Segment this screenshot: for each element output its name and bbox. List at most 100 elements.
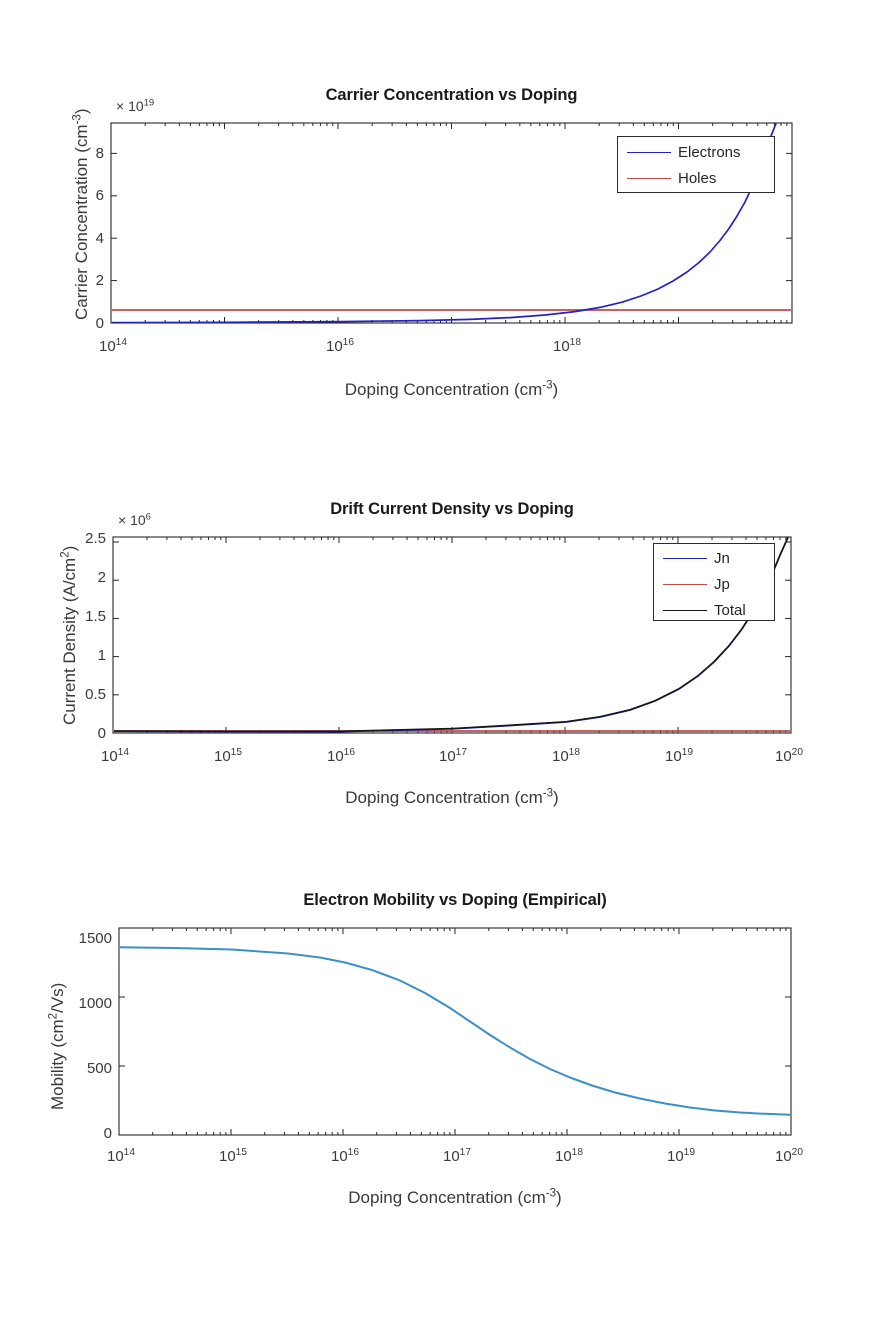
multiplier-exponent: 6 [145, 511, 151, 523]
ytick-carrier-1: 2 [95, 272, 104, 289]
legend-label-total: Total [714, 601, 746, 619]
xtick-exp: 18 [571, 1147, 584, 1158]
xtick-drift-17: 1017 [438, 747, 468, 765]
ytick-mobility-0: 0 [103, 1125, 112, 1142]
multiplier-sign: × 10 [118, 512, 146, 528]
xtick-carrier-18: 1018 [552, 337, 582, 355]
xtick-exp: 18 [569, 337, 582, 348]
legend-swatch-holes-icon [627, 177, 671, 179]
xlabel-tail: ) [552, 380, 559, 399]
xtick-exp: 20 [791, 747, 804, 758]
legend-drift-current[interactable]: Jn Jp Total [653, 543, 775, 621]
chart-title-carrier-concentration: Carrier Concentration vs Doping [325, 86, 578, 104]
ytick-drift-4: 2 [97, 569, 106, 586]
xtick-base: 10 [106, 1148, 124, 1165]
xtick-base: 10 [552, 338, 570, 355]
xtick-base: 10 [218, 1148, 236, 1165]
ytick-carrier-2: 4 [95, 230, 104, 247]
xtick-carrier-16: 1016 [325, 337, 355, 355]
xtick-drift-20: 1020 [775, 747, 804, 765]
xtick-exp: 14 [123, 1147, 136, 1158]
xtick-mobility-14: 1014 [106, 1147, 136, 1165]
xlabel-sup: -3 [545, 1187, 557, 1200]
legend-swatch-jn-icon [663, 557, 707, 559]
xlabel-tail: ) [556, 1188, 562, 1207]
y-axis-multiplier-drift: × 106 [118, 512, 151, 528]
x-axis-ticks-bottom [110, 123, 793, 323]
xtick-base: 10 [98, 338, 116, 355]
xtick-mobility-17: 1017 [442, 1147, 472, 1165]
y-axis-ticks [113, 541, 791, 734]
xtick-base: 10 [213, 748, 231, 765]
xtick-base: 10 [774, 1148, 792, 1165]
legend-item-total[interactable]: Total [654, 597, 774, 623]
legend-swatch-total-icon [663, 609, 707, 611]
xtick-exp: 16 [343, 747, 356, 758]
xtick-mobility-16: 1016 [330, 1147, 360, 1165]
y-axis-ticks [119, 927, 791, 1136]
chart-title-electron-mobility: Electron Mobility vs Doping (Empirical) [303, 891, 607, 909]
xtick-base: 10 [664, 748, 682, 765]
xtick-exp: 14 [115, 337, 128, 348]
xlabel-sup: -3 [542, 787, 554, 800]
y-axis-multiplier-carrier: × 1019 [116, 98, 154, 114]
ytick-drift-1: 0.5 [85, 686, 106, 703]
xtick-exp: 17 [459, 1147, 472, 1158]
xlabel-text: Doping Concentration (cm [344, 380, 543, 399]
xtick-base: 10 [100, 748, 118, 765]
ytick-carrier-0: 0 [95, 315, 104, 332]
legend-swatch-jp-icon [663, 583, 707, 585]
legend-label-holes: Holes [678, 169, 717, 187]
x-axis-label-carrier: Doping Concentration (cm-3) [111, 380, 792, 400]
x-axis-label-drift: Doping Concentration (cm-3) [113, 788, 791, 808]
legend-swatch-electrons-icon [627, 151, 671, 153]
xtick-base: 10 [438, 748, 456, 765]
legend-carrier-concentration[interactable]: Electrons Holes [617, 136, 775, 193]
xtick-exp: 18 [568, 747, 581, 758]
xtick-exp: 15 [235, 1147, 248, 1158]
xtick-exp: 14 [117, 747, 130, 758]
legend-item-electrons[interactable]: Electrons [618, 139, 774, 165]
xlabel-tail: ) [553, 788, 559, 807]
xtick-drift-14: 1014 [100, 747, 130, 765]
ytick-drift-3: 1.5 [85, 608, 106, 625]
xtick-mobility-20: 1020 [774, 1147, 803, 1165]
xtick-exp: 19 [683, 1147, 696, 1158]
xtick-exp: 17 [455, 747, 468, 758]
x-axis-ticks-bottom-mobility [118, 928, 792, 1135]
legend-item-jn[interactable]: Jn [654, 545, 774, 571]
xtick-base: 10 [551, 748, 569, 765]
xtick-base: 10 [330, 1148, 348, 1165]
xtick-base: 10 [325, 338, 343, 355]
y-axis-ticks [111, 152, 792, 324]
xtick-mobility-19: 1019 [667, 1147, 696, 1165]
xtick-base: 10 [326, 748, 344, 765]
xtick-base: 10 [442, 1148, 460, 1165]
ytick-drift-5: 2.5 [85, 530, 106, 547]
legend-label-jn: Jn [714, 549, 730, 567]
xtick-mobility-15: 1015 [218, 1147, 248, 1165]
ytick-drift-0: 0 [97, 725, 106, 742]
xtick-exp: 16 [347, 1147, 360, 1158]
chart-title-drift-current: Drift Current Density vs Doping [330, 500, 574, 518]
xtick-exp: 19 [681, 747, 694, 758]
xtick-drift-15: 1015 [213, 747, 242, 765]
xlabel-text: Doping Concentration (cm [345, 788, 543, 807]
xtick-base: 10 [554, 1148, 572, 1165]
ytick-mobility-500: 500 [86, 1060, 112, 1077]
ytick-mobility-1000: 1000 [78, 995, 112, 1012]
xtick-mobility-18: 1018 [554, 1147, 584, 1165]
multiplier-sign: × 10 [116, 98, 144, 114]
legend-item-holes[interactable]: Holes [618, 165, 774, 191]
xtick-exp: 16 [342, 337, 355, 348]
legend-item-jp[interactable]: Jp [654, 571, 774, 597]
ytick-mobility-1500: 1500 [78, 930, 112, 947]
legend-label-electrons: Electrons [678, 143, 741, 161]
chart-panel-carrier-concentration: Carrier Concentration vs Doping × 1019 C… [0, 0, 875, 430]
series-mobility [119, 946, 791, 1116]
x-axis-label-mobility: Doping Concentration (cm-3) [119, 1188, 791, 1208]
